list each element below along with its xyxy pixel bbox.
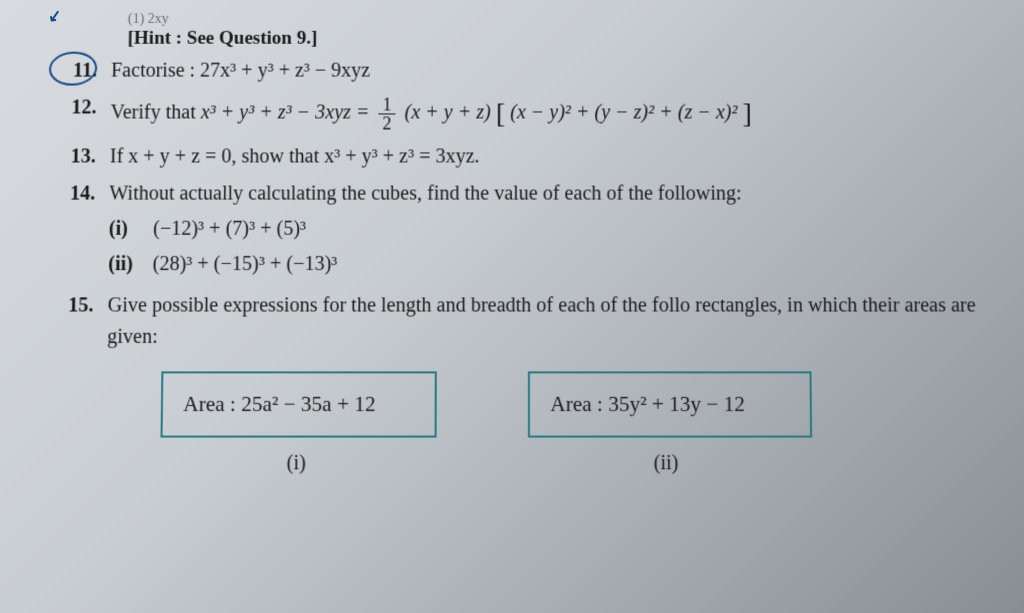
q12-rhs-a: (x + y + z) [405,101,496,123]
q12-number: 12. [56,93,97,124]
q12-lead: Verify that [110,101,201,123]
question-15: 15. Give possible expressions for the le… [50,291,1014,480]
q14-i-label: (i) [109,214,154,245]
area-box-1-expr: 25a² − 35a + 12 [241,392,376,416]
question-11: 11. Factorise : 27x³ + y³ + z³ − 9xyz [57,56,1007,87]
q11-body: Factorise : 27x³ + y³ + z³ − 9xyz [111,56,1007,87]
area-box-labels: (i) (ii) [160,448,1014,480]
area-box-1-sublabel: (i) [160,448,433,480]
q14-i-expr: (−12)³ + (7)³ + (5)³ [153,214,306,245]
q14-ii-expr: (28)³ + (−15)³ + (−13)³ [152,249,337,280]
q13-body: If x + y + z = 0, show that x³ + y³ + z³… [110,142,1009,173]
q14-ii-label: (ii) [108,249,153,280]
area-box-2-label: Area : [550,392,603,416]
q14-text: Without actually calculating the cubes, … [109,183,742,205]
open-bracket-icon: [ [496,99,505,130]
area-boxes-row: Area : 25a² − 35a + 12 Area : 35y² + 13y… [161,372,1014,438]
partial-top-line: (1) 2xy [128,12,1006,28]
question-14: 14. Without actually calculating the cub… [53,179,1010,285]
q13-number: 13. [55,142,96,173]
area-box-2-sublabel: (ii) [524,448,809,480]
q14-body: Without actually calculating the cubes, … [108,179,1011,285]
q12-frac-den: 2 [378,114,395,132]
area-box-2-expr: 35y² + 13y − 12 [608,392,745,416]
q15-number: 15. [53,291,94,322]
q15-body: Give possible expressions for the length… [105,291,1014,480]
hint-text: [Hint : See Question 9.] [127,28,1006,50]
q14-sub-i: (i) (−12)³ + (7)³ + (5)³ [109,214,1010,245]
q14-number: 14. [55,179,96,210]
q12-rhs-b: (x − y)² + (y − z)² + (z − x)² [510,101,737,123]
q12-frac-num: 1 [378,95,395,114]
q14-sub-ii: (ii) (28)³ + (−15)³ + (−13)³ [108,249,1010,280]
q12-lhs: x³ + y³ + z³ − 3xyz = [201,101,375,123]
area-box-2: Area : 35y² + 13y − 12 [528,372,812,438]
question-13: 13. If x + y + z = 0, show that x³ + y³ … [55,142,1008,173]
q15-text: Give possible expressions for the length… [107,295,976,349]
q12-body: Verify that x³ + y³ + z³ − 3xyz = 1 2 (x… [110,93,1008,136]
question-12: 12. Verify that x³ + y³ + z³ − 3xyz = 1 … [56,93,1008,136]
area-box-1-label: Area : [183,392,236,416]
q11-number: 11. [57,56,98,87]
close-bracket-icon: ] [742,99,752,130]
area-box-1: Area : 25a² − 35a + 12 [161,372,437,438]
q12-fraction: 1 2 [378,95,395,132]
